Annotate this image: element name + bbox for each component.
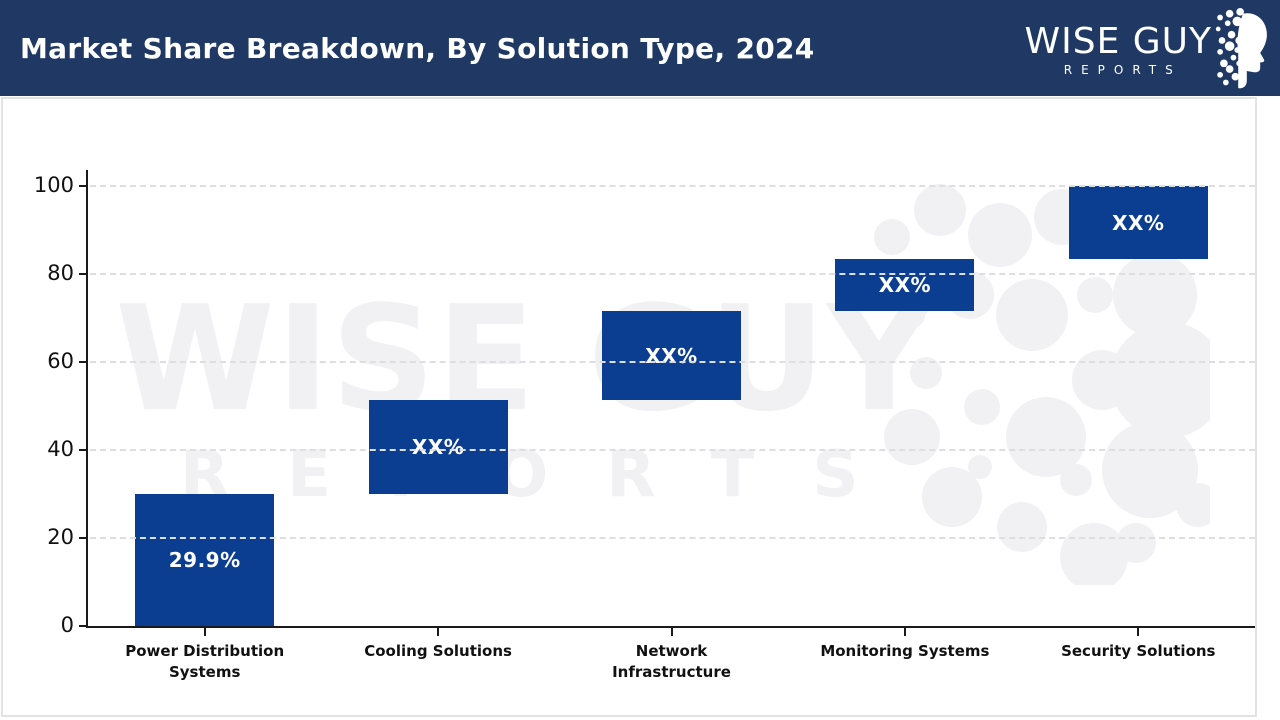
y-tick-mark xyxy=(79,625,88,627)
bar-segment: XX% xyxy=(1068,186,1208,260)
y-tick-label: 0 xyxy=(60,613,74,637)
y-tick-label: 80 xyxy=(47,261,74,285)
y-tick-mark xyxy=(79,185,88,187)
header-bar: Market Share Breakdown, By Solution Type… xyxy=(0,0,1280,96)
x-tick-mark xyxy=(1137,628,1140,636)
logo-wordmark: WISE GUY xyxy=(1024,21,1212,63)
y-tick-mark xyxy=(79,361,88,363)
gridline xyxy=(90,273,1255,275)
category-label: Cooling Solutions xyxy=(364,642,512,660)
x-tick-mark xyxy=(903,628,906,636)
gridline xyxy=(90,361,1255,363)
bar-value-label: XX% xyxy=(645,343,698,368)
bar-value-label: 29.9% xyxy=(168,548,241,573)
category-label: Security Solutions xyxy=(1061,642,1216,660)
x-tick-mark xyxy=(670,628,673,636)
logo-subtitle: REPORTS xyxy=(1063,62,1182,77)
bar-segment: XX% xyxy=(368,400,508,495)
gridline xyxy=(90,537,1255,539)
x-tick-mark xyxy=(437,628,440,636)
x-tick-mark xyxy=(203,628,206,636)
wiseguy-logo: WISE GUY REPORTS xyxy=(1025,8,1273,92)
bar-value-label: XX% xyxy=(1112,210,1165,235)
bar-value-label: XX% xyxy=(878,272,932,297)
y-tick-label: 20 xyxy=(47,525,74,549)
y-tick-mark xyxy=(79,537,88,539)
logo-face-icon xyxy=(1215,8,1267,89)
category-label: Network Infrastructure xyxy=(612,642,731,681)
watermark-wordmark: WISE GUY xyxy=(115,275,933,444)
category-label: Power Distribution Systems xyxy=(125,642,285,681)
y-tick-mark xyxy=(79,449,88,451)
y-tick-label: 100 xyxy=(33,173,74,197)
x-axis-line xyxy=(86,626,1255,628)
bar-segment: XX% xyxy=(835,259,975,311)
bar-value-label: XX% xyxy=(411,435,465,460)
category-label: Monitoring Systems xyxy=(820,642,990,660)
y-tick-label: 40 xyxy=(47,437,74,461)
y-tick-mark xyxy=(79,273,88,275)
logo-text-block: WISE GUY REPORTS xyxy=(1025,23,1213,77)
gridline xyxy=(90,185,1255,187)
gridline xyxy=(90,449,1255,451)
y-axis-line xyxy=(86,170,88,628)
page-title: Market Share Breakdown, By Solution Type… xyxy=(20,31,815,65)
bar-segment: 29.9% xyxy=(135,494,275,626)
bar-segment: XX% xyxy=(602,310,741,401)
y-tick-label: 60 xyxy=(47,349,74,373)
